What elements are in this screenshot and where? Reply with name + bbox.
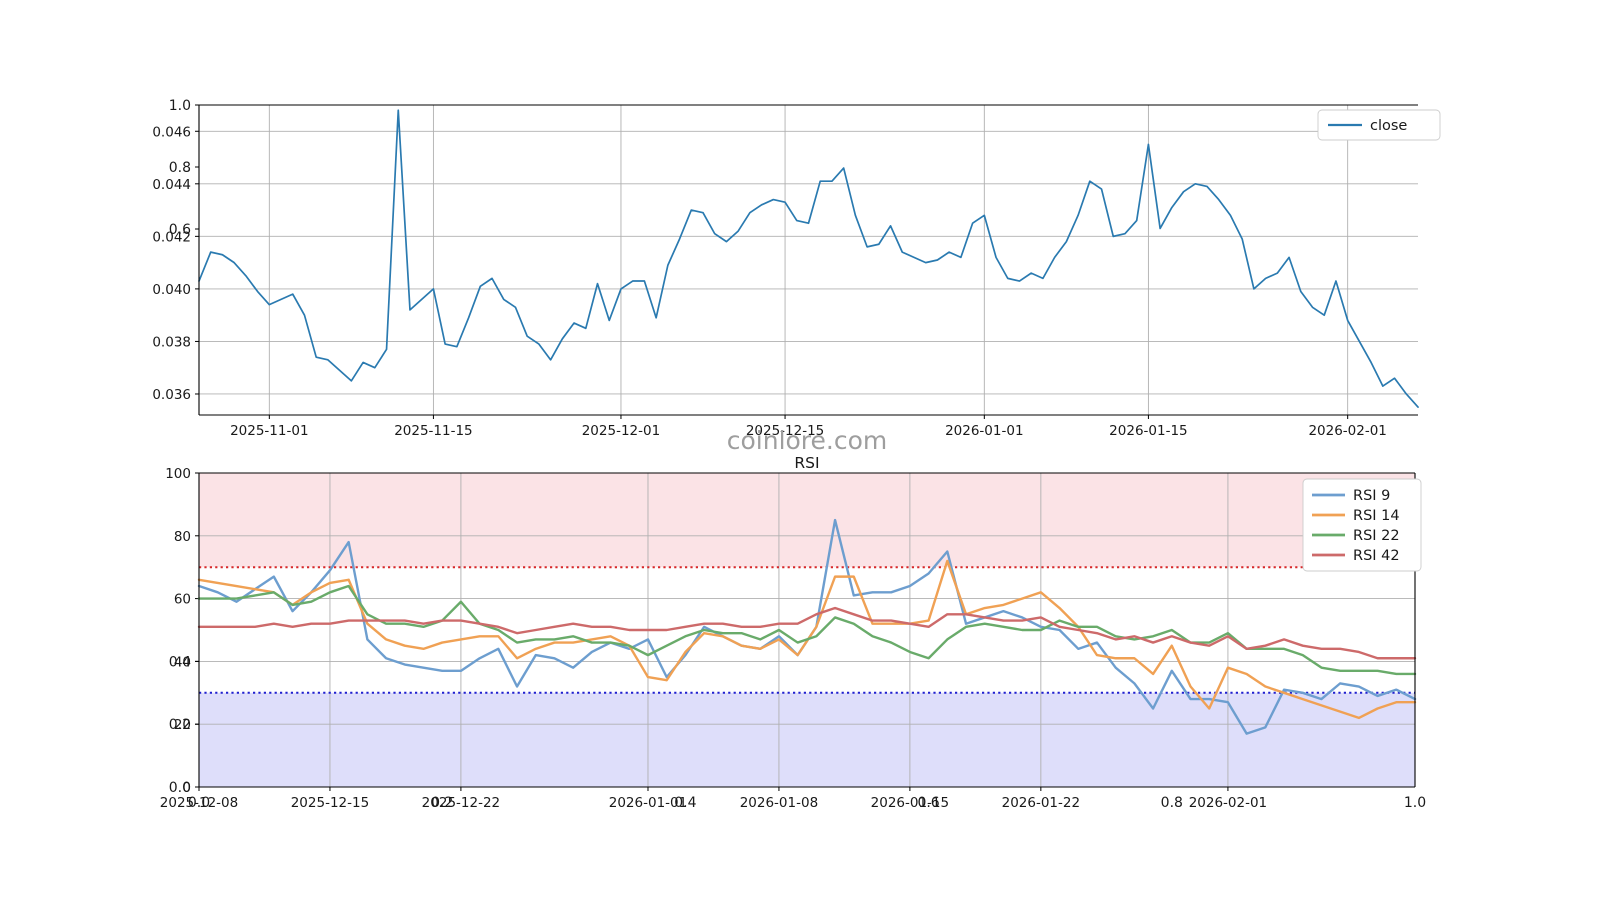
price-x-tick: 2026-01-01 — [945, 423, 1023, 439]
close-price-line — [198, 109, 1419, 408]
rsi-y-tick: 80 — [174, 529, 191, 545]
price-chart-panel: 0.036 0.038 0.040 0.042 0.044 0.046 0.6 0.8 1.0… — [152, 98, 1441, 439]
rsi-overlay-x-tick: 0.2 — [431, 795, 453, 811]
rsi-overlay-x-tick: 1.0 — [1404, 795, 1426, 811]
rsi-y-tick: 100 — [165, 466, 191, 482]
price-legend[interactable]: close — [1317, 109, 1441, 141]
price-overlay-y-tick: 0.6 — [169, 222, 191, 238]
price-x-tick: 2025-12-15 — [746, 423, 824, 439]
rsi-y-tick: 60 — [174, 592, 191, 608]
watermark-text: coinlore.com — [727, 426, 888, 455]
rsi-y-tick: 0 — [182, 780, 191, 796]
price-x-tick: 2026-01-15 — [1109, 423, 1187, 439]
price-tick-marks — [195, 104, 1349, 419]
rsi-overlay-x-tick-labels: 0.2 0.4 0.6 0.8 1.0 0.0 — [188, 795, 1426, 811]
price-overlay-y-tick-labels: 0.6 0.8 1.0 — [169, 98, 191, 238]
price-axis-frame — [198, 104, 1418, 416]
rsi-series-rsi-22 — [197, 584, 1417, 676]
price-y-tick: 0.042 — [152, 229, 191, 245]
rsi-axis-frame — [198, 472, 1416, 788]
price-x-tick: 2025-12-01 — [582, 423, 660, 439]
price-x-tick: 2025-11-01 — [230, 423, 308, 439]
rsi-overlay-y-tick-labels: 0.0 0.2 0.4 — [169, 654, 191, 796]
price-y-tick: 0.040 — [152, 282, 191, 298]
rsi-legend[interactable]: RSI 9 RSI 14 RSI 22 RSI 42 — [1302, 478, 1422, 572]
rsi-overlay-y-tick: 0.4 — [169, 654, 191, 670]
rsi-x-tick: 2026-02-01 — [1189, 795, 1267, 811]
price-y-tick: 0.046 — [152, 124, 191, 140]
price-y-tick: 0.036 — [152, 387, 191, 403]
legend-label-rsi-9: RSI 9 — [1353, 488, 1390, 504]
rsi-x-tick-labels: 2025-12-08 2025-12-15 2025-12-22 2026-01-01… — [160, 795, 1267, 811]
price-overlay-y-tick: 0.8 — [169, 160, 191, 176]
rsi-overlay-x-tick: 0.8 — [1161, 795, 1183, 811]
rsi-series-rsi-42 — [197, 606, 1417, 660]
rsi-y-tick-labels: 0 20 40 60 80 100 — [165, 466, 191, 796]
price-series-group — [198, 109, 1419, 408]
legend-label-rsi-22: RSI 22 — [1353, 528, 1400, 544]
price-x-tick-labels: 2025-11-01 2025-11-15 2025-12-01 2025-12-15… — [230, 423, 1387, 439]
price-plot-area — [199, 105, 1418, 415]
rsi-y-tick: 20 — [174, 717, 191, 733]
price-x-tick: 2026-02-01 — [1308, 423, 1386, 439]
rsi-x-tick: 2025-12-15 — [291, 795, 369, 811]
price-x-tick: 2025-11-15 — [394, 423, 472, 439]
price-overlay-y-tick: 1.0 — [169, 98, 191, 114]
rsi-x-tick: 2025-12-22 — [422, 795, 500, 811]
rsi-y-tick: 40 — [174, 654, 191, 670]
legend-label-close: close — [1370, 118, 1407, 134]
rsi-x-tick: 2026-01-15 — [871, 795, 949, 811]
rsi-x-tick: 2026-01-08 — [740, 795, 818, 811]
oversold-band — [199, 692, 1415, 787]
legend-label-rsi-14: RSI 14 — [1353, 508, 1400, 524]
price-y-tick: 0.038 — [152, 334, 191, 350]
rsi-overlay-x-tick: 0.0 — [188, 795, 210, 811]
rsi-x-tick: 2026-01-01 — [609, 795, 687, 811]
overbought-band — [199, 473, 1415, 568]
rsi-series-group — [197, 518, 1417, 735]
rsi-x-tick: 2026-01-22 — [1002, 795, 1080, 811]
rsi-tick-marks — [195, 472, 1229, 791]
rsi-series-rsi-14 — [197, 559, 1417, 720]
rsi-panel-title: RSI — [794, 454, 819, 472]
legend-label-rsi-42: RSI 42 — [1353, 548, 1400, 564]
price-y-tick-labels: 0.036 0.038 0.040 0.042 0.044 0.046 — [152, 124, 191, 403]
rsi-overlay-x-tick: 0.4 — [674, 795, 696, 811]
price-y-tick: 0.044 — [152, 177, 191, 193]
rsi-x-tick: 2025-12-08 — [160, 795, 238, 811]
rsi-overlay-y-tick: 0.0 — [169, 780, 191, 796]
rsi-overlay-x-tick: 0.6 — [917, 795, 939, 811]
rsi-overlay-y-tick: 0.2 — [169, 717, 191, 733]
price-gridlines — [199, 105, 1418, 415]
